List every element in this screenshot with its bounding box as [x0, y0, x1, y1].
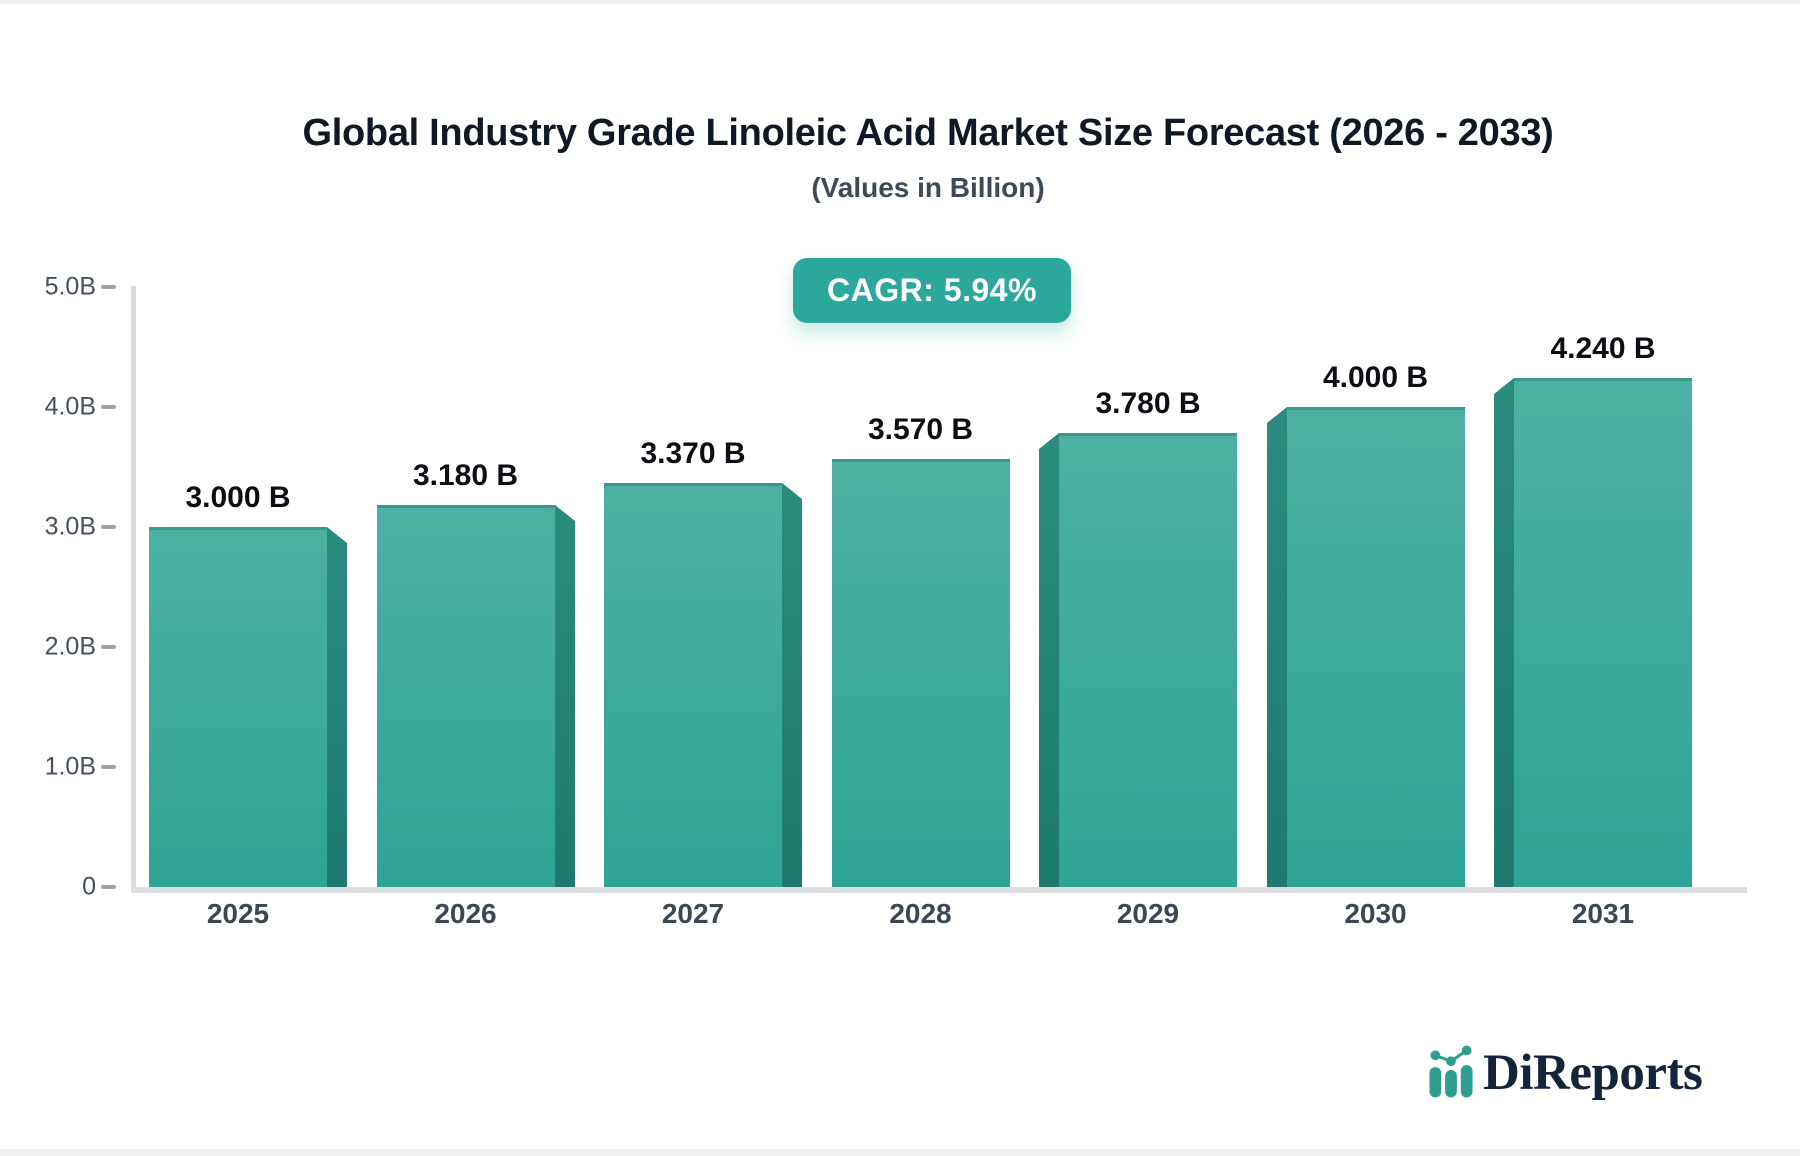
bar-2025: [149, 527, 327, 887]
y-tick-label: 2.0B: [44, 632, 96, 661]
cagr-badge: CAGR: 5.94%: [793, 258, 1071, 323]
bar-2029: [1059, 433, 1237, 887]
bar-2028: [832, 459, 1010, 887]
bar-value-label: 3.570 B: [867, 413, 974, 446]
y-tick-label: 3.0B: [44, 512, 96, 541]
brand-logo: DiReports: [1428, 1044, 1703, 1102]
y-tick-dash: [101, 285, 116, 289]
bar-2031: [1514, 378, 1692, 887]
bar-value-label: 3.780 B: [1095, 387, 1201, 420]
x-axis-label-2031: 2031: [1571, 898, 1635, 929]
y-axis-line: [131, 286, 136, 887]
y-tick-dash: [101, 645, 116, 649]
chart-title: Global Industry Grade Linoleic Acid Mark…: [302, 112, 1554, 154]
bar-value-label: 3.180 B: [412, 459, 519, 492]
y-tick-dash: [101, 885, 116, 889]
chart-subtitle: (Values in Billion): [811, 172, 1045, 203]
y-tick-dash: [101, 405, 116, 409]
x-axis-label-2030: 2030: [1344, 898, 1407, 929]
bar-side-2029: [1039, 433, 1059, 887]
bar-chart-logo-icon: [1429, 1045, 1473, 1098]
bar-value-label: 4.240 B: [1550, 332, 1656, 365]
x-axis-label-2028: 2028: [889, 898, 952, 929]
bar-side-2026: [555, 505, 575, 887]
bar-side-2031: [1494, 378, 1514, 887]
y-tick-label: 5.0B: [44, 272, 96, 301]
bar-2027: [604, 483, 782, 887]
y-tick-label: 4.0B: [44, 392, 96, 421]
brand-name: DiReports: [1483, 1045, 1703, 1102]
y-tick-label: 1.0B: [44, 752, 96, 781]
bar-value-label: 3.000 B: [185, 481, 291, 514]
bar-value-label: 3.370 B: [640, 437, 746, 470]
bar-value-label: 4.000 B: [1322, 361, 1429, 394]
x-axis-label-2027: 2027: [661, 898, 725, 929]
bar-2030: [1287, 407, 1465, 887]
y-tick-label: 0: [82, 872, 96, 901]
y-tick-dash: [101, 525, 116, 529]
x-axis-label-2025: 2025: [206, 898, 270, 929]
x-baseline: [131, 887, 1747, 893]
x-axis-label-2029: 2029: [1116, 898, 1180, 929]
bar-side-2025: [327, 527, 347, 887]
x-axis-label-2026: 2026: [434, 898, 497, 929]
bar-side-2027: [782, 483, 802, 887]
bar-2026: [377, 505, 555, 887]
top-edge-strip: [0, 0, 1800, 4]
y-tick-dash: [101, 765, 116, 769]
bottom-edge-strip: [0, 1149, 1800, 1156]
bar-side-2030: [1267, 407, 1287, 887]
